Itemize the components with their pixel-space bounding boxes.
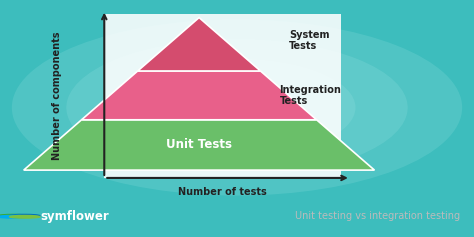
Polygon shape [82,71,317,120]
Circle shape [9,215,40,218]
Text: Unit Tests: Unit Tests [166,138,232,151]
Polygon shape [137,18,261,71]
Polygon shape [104,14,341,178]
Text: Number of components: Number of components [52,32,62,160]
Circle shape [0,215,28,218]
Ellipse shape [12,20,462,196]
Text: Integration
Tests: Integration Tests [279,85,341,106]
Text: System
Tests: System Tests [289,30,329,51]
Ellipse shape [66,39,408,176]
Text: Number of tests: Number of tests [178,187,267,197]
Polygon shape [24,120,374,170]
Circle shape [0,214,28,217]
Ellipse shape [118,59,356,156]
Text: Unit testing vs integration testing: Unit testing vs integration testing [295,211,460,221]
Text: symflower: symflower [40,210,109,223]
Circle shape [9,214,40,217]
